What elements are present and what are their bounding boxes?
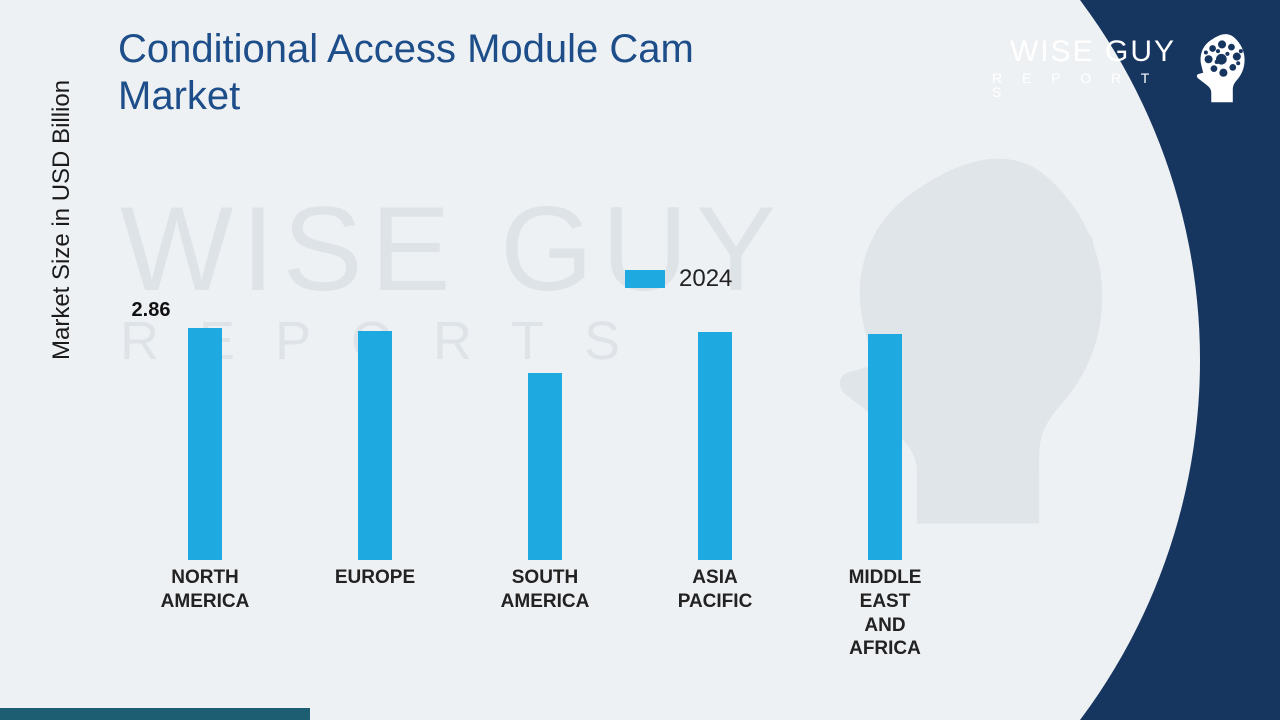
logo-main: WISE GUY (1010, 37, 1176, 67)
x-axis-label: NORTH AMERICA (130, 566, 280, 614)
x-axis-label: MIDDLE EAST AND AFRICA (810, 566, 960, 661)
x-axis-label: SOUTH AMERICA (470, 566, 620, 614)
right-panel (960, 0, 1280, 720)
bar-slot: 2.86 (130, 328, 280, 560)
plot-area: 2.86 (120, 170, 950, 560)
bar (528, 373, 562, 560)
y-axis-label: Market Size in USD Billion (48, 80, 76, 360)
bar (698, 332, 732, 560)
logo-sub: R E P O R T S (992, 71, 1176, 99)
bar-slot (300, 331, 450, 560)
bar-slot (640, 332, 790, 560)
bar-slot (810, 334, 960, 560)
bars-container: 2.86 (120, 170, 950, 560)
bar (358, 331, 392, 560)
x-axis-labels: NORTH AMERICA EUROPE SOUTH AMERICA ASIA PAC… (120, 566, 950, 696)
bar-slot (470, 373, 620, 560)
bottom-accent-strip (0, 708, 310, 720)
bar (868, 334, 902, 560)
bar (188, 328, 222, 560)
logo-head-icon (1184, 31, 1252, 105)
x-axis-label: EUROPE (300, 566, 450, 590)
bar-value-label: 2.86 (132, 299, 171, 322)
x-axis-label: ASIA PACIFIC (640, 566, 790, 614)
logo-text: WISE GUY R E P O R T S (992, 37, 1176, 99)
brand-logo: WISE GUY R E P O R T S (992, 28, 1252, 108)
chart-title: Conditional Access Module Cam Market (118, 26, 818, 120)
chart-canvas: WISE GUY REPORTS Conditional Access Modu… (0, 0, 1280, 720)
